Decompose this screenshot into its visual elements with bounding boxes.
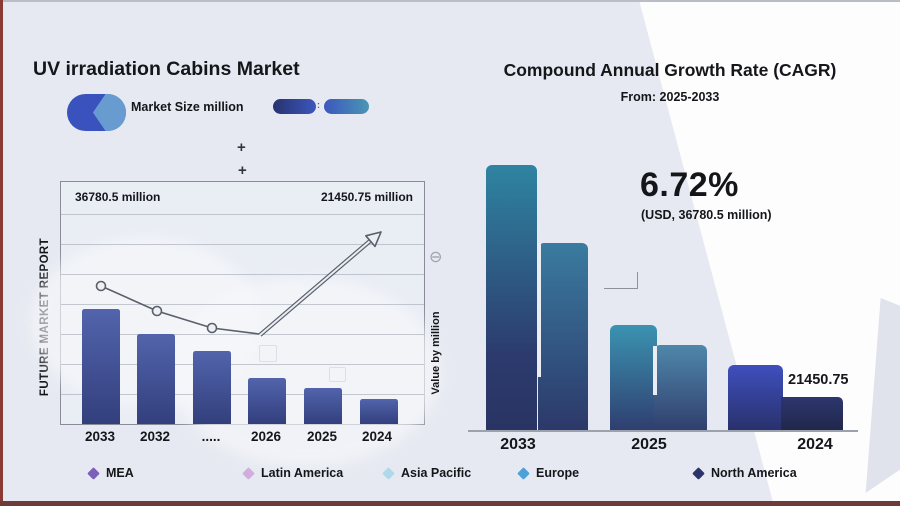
gradient-pill-icon-1 [273,99,316,114]
x-label: 2024 [361,429,393,444]
x-label: 2033 [500,436,536,453]
end-value-label: 21450.75 [788,372,849,388]
bar-2024 [360,399,398,424]
legend-diamond-north-america [692,467,705,480]
legend-label: Europe [536,466,580,480]
legend-diamond-mea [87,467,100,480]
faint-watermark-icon [329,367,346,382]
bar-2025 [304,388,342,424]
x-label: 2026 [250,429,282,444]
bar-2033 [82,309,120,424]
cagr-bar-2025-b [654,345,707,431]
frame-top-line [0,0,900,2]
minus-circle-icon: ⊖ [429,249,443,266]
faint-watermark-icon [259,345,277,362]
market-size-badge-label: Market Size million [131,100,244,114]
legend-diamond-asia-pacific [382,467,395,480]
cagr-subtitle: From: 2025-2033 [620,90,720,104]
trend-line-and-arrow [95,231,382,337]
plus-icon: + [237,139,246,156]
cagr-bar-2024-b [781,397,843,431]
pill-separator: : [317,100,320,110]
x-label: 2033 [84,429,116,444]
frame-left-accent [0,0,3,506]
x-label: 2025 [631,436,667,453]
x-label: ..... [201,429,221,444]
decor-bracket [604,288,638,290]
capsule-icon [67,94,126,131]
cagr-bar-2033-a [486,165,537,431]
max-value-annotation: 36780.5 million [75,190,161,204]
legend-diamond-europe [517,467,530,480]
plus-icon: + [238,162,247,179]
bar-gap-highlight [653,346,657,395]
right-header: Compound Annual Growth Rate (CAGR) From:… [460,60,880,104]
cagr-bar-2025-a [610,325,657,431]
cagr-percentage: 6.72% [640,166,739,204]
market-size-chart: 36780.5 million 21450.75 million [31,181,441,467]
y-axis-label: Value by million [430,311,442,395]
cagr-basis-note: (USD, 36780.5 million) [641,208,772,222]
legend-label: MEA [106,466,134,480]
legend-label: Asia Pacific [401,466,472,480]
bar-2026 [248,378,286,424]
x-label: 2025 [306,429,338,444]
capsule-icon-highlight [92,94,126,131]
cagr-bar-2033-b [538,243,588,431]
cagr-bar-2024-a [728,365,783,431]
legend-label: North America [711,466,797,480]
gradient-pill-icon-2 [324,99,369,114]
x-label: 2032 [139,429,171,444]
cagr-title: Compound Annual Growth Rate (CAGR) [503,60,837,80]
legend-label: Latin America [261,466,344,480]
decor-bracket [637,272,639,289]
frame-bottom-accent [0,501,900,506]
bar-2032 [137,334,175,424]
min-value-annotation: 21450.75 million [320,190,413,204]
page-title: UV irradiation Cabins Market [33,58,300,80]
bar-ellipsis-year [193,351,231,424]
legend-diamond-latin-america [242,467,255,480]
x-axis-line [468,430,858,432]
bar-gap-highlight [537,243,541,377]
x-label: 2024 [797,436,833,453]
